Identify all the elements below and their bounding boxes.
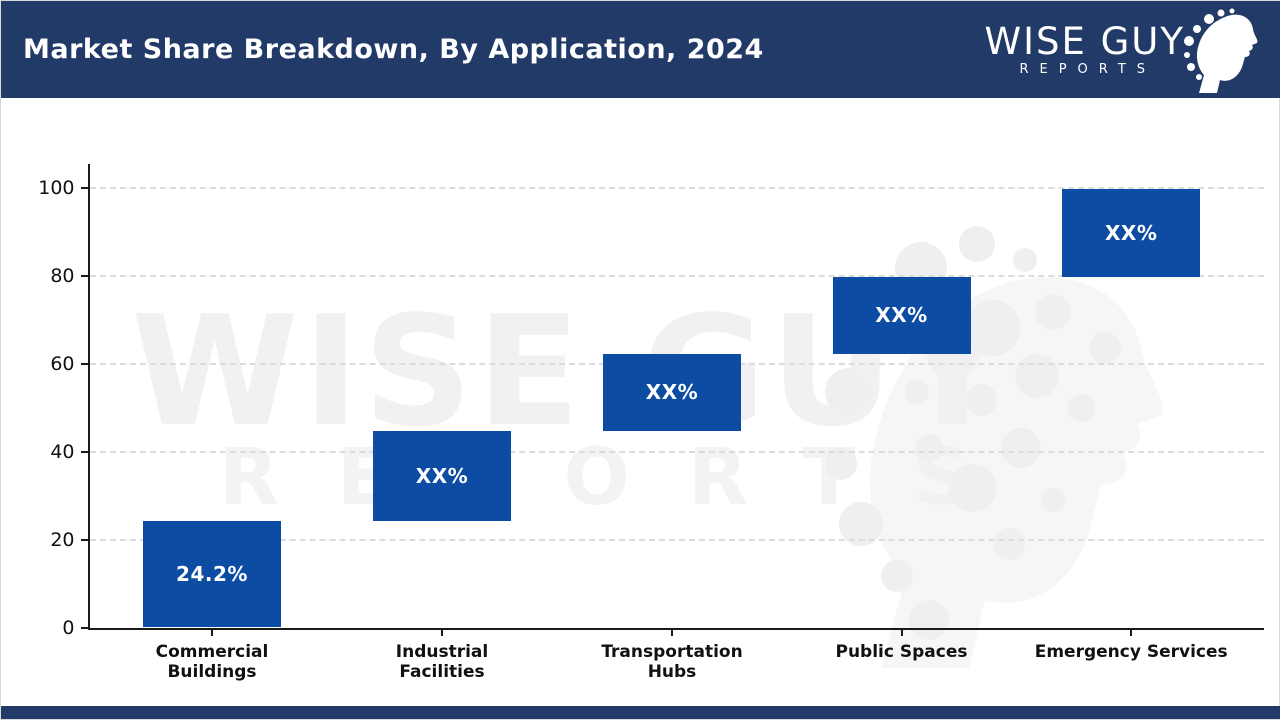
y-tick-label: 60 bbox=[50, 352, 75, 375]
bar-value-label: 24.2% bbox=[176, 562, 248, 587]
x-axis-label-line: Facilities bbox=[399, 661, 485, 682]
footer-bar bbox=[1, 706, 1280, 719]
x-axis-label: Emergency Services bbox=[1016, 642, 1246, 662]
header-bar: Market Share Breakdown, By Application, … bbox=[1, 1, 1280, 98]
logo-reports-text: REPORTS bbox=[1019, 62, 1157, 77]
x-axis-label: Industrial Facilities bbox=[327, 642, 557, 683]
y-axis-tick bbox=[80, 186, 88, 189]
logo-head-icon bbox=[1184, 8, 1258, 93]
bar-segment: XX% bbox=[603, 353, 741, 431]
y-axis-line bbox=[87, 164, 90, 630]
logo-wiseguy-text: WISE GUY bbox=[984, 20, 1185, 63]
gridline bbox=[89, 450, 1264, 453]
y-tick-label: 40 bbox=[50, 440, 75, 463]
x-axis-tick bbox=[441, 629, 443, 636]
gridline bbox=[89, 538, 1264, 541]
y-tick-label: 80 bbox=[50, 264, 75, 287]
y-axis-tick bbox=[80, 274, 88, 277]
x-axis-label-line: Hubs bbox=[647, 661, 697, 682]
x-axis-tick bbox=[671, 629, 673, 636]
x-axis-label: Public Spaces bbox=[787, 642, 1017, 662]
y-axis-tick bbox=[80, 450, 88, 453]
x-axis-line bbox=[87, 627, 1264, 630]
y-axis-tick bbox=[80, 626, 88, 629]
page-title: Market Share Breakdown, By Application, … bbox=[23, 34, 764, 65]
x-axis-label-line: Emergency Services bbox=[1034, 641, 1228, 662]
x-axis-label: Transportation Hubs bbox=[557, 642, 787, 683]
bar-segment: XX% bbox=[373, 430, 511, 522]
x-axis-label: Commercial Buildings bbox=[97, 642, 327, 683]
y-tick-label: 20 bbox=[50, 528, 75, 551]
x-axis-tick bbox=[900, 629, 903, 636]
x-axis-tick bbox=[211, 629, 213, 636]
bar-value-label: XX% bbox=[875, 303, 928, 328]
x-axis-label-line: Buildings bbox=[167, 661, 257, 682]
x-axis-tick bbox=[1130, 629, 1133, 636]
gridline bbox=[89, 274, 1264, 277]
brand-logo: WISE GUY REPORTS bbox=[985, 7, 1280, 93]
y-axis-tick bbox=[80, 362, 88, 365]
x-axis-label-line: Commercial bbox=[155, 641, 269, 662]
x-axis-label-line: Industrial bbox=[395, 641, 489, 662]
x-axis-label-line: Transportation bbox=[601, 641, 743, 662]
bar-segment: XX% bbox=[1062, 188, 1201, 278]
y-tick-label: 100 bbox=[38, 176, 75, 199]
bar-value-label: XX% bbox=[1104, 221, 1158, 245]
gridline bbox=[89, 186, 1264, 189]
y-tick-label: 0 bbox=[62, 616, 75, 639]
bar-segment: 24.2% bbox=[143, 521, 281, 628]
y-axis-tick bbox=[80, 538, 88, 541]
bar-value-label: XX% bbox=[645, 380, 699, 405]
x-axis-label-line: Public Spaces bbox=[835, 641, 968, 662]
bar-segment: XX% bbox=[832, 277, 971, 354]
bar-value-label: XX% bbox=[415, 463, 469, 488]
